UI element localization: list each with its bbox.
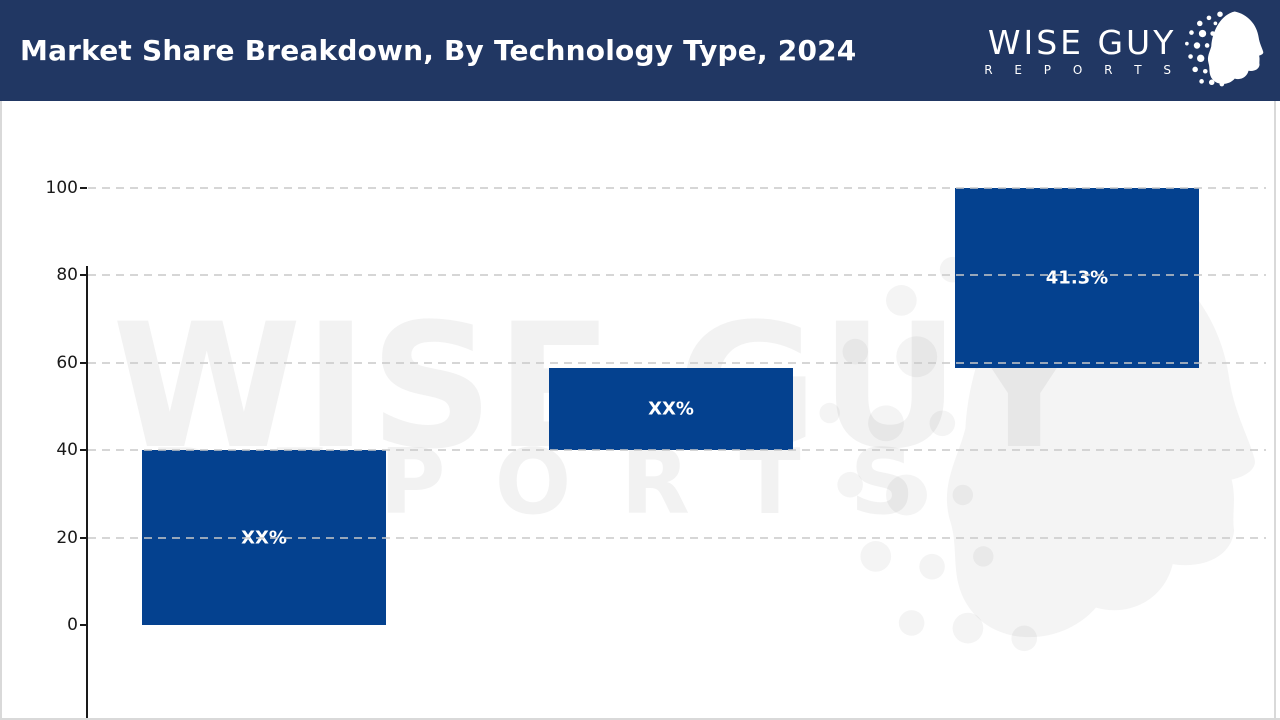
y-tick-label: 20 <box>56 527 78 548</box>
chart-title: Market Share Breakdown, By Technology Ty… <box>20 34 857 67</box>
figure-border-left <box>0 101 2 720</box>
y-tick-label: 0 <box>67 615 78 635</box>
brand-subtitle: R E P O R T S <box>984 62 1180 77</box>
gridline <box>88 187 1266 189</box>
y-tick-mark <box>80 624 87 626</box>
bar-value-label: XX% <box>648 398 694 420</box>
y-axis-line <box>86 266 88 720</box>
bar-value-label: 41.3% <box>1045 267 1109 289</box>
figure-border-bottom <box>0 718 1280 720</box>
brand-logo-text: WISE GUY R E P O R T S <box>984 23 1180 77</box>
y-tick-label: 40 <box>56 440 78 461</box>
bar-segment: 41.3% <box>955 188 1199 369</box>
y-tick-label: 60 <box>56 352 78 373</box>
gridline <box>88 536 1266 539</box>
gridline <box>88 274 1266 277</box>
bar-segment: XX% <box>549 368 793 451</box>
brand-logo: WISE GUY R E P O R T S <box>984 5 1266 97</box>
gridline <box>88 449 1266 452</box>
dotted-head-icon <box>1185 11 1264 87</box>
y-tick-mark <box>80 361 87 364</box>
y-tick-mark <box>80 274 87 277</box>
y-tick-label: 80 <box>56 265 78 286</box>
y-tick-mark <box>80 449 87 452</box>
y-tick-mark <box>80 536 87 539</box>
y-tick-mark <box>80 187 87 189</box>
gridline <box>88 361 1266 364</box>
figure-border-right <box>1274 101 1276 720</box>
header-bar: Market Share Breakdown, By Technology Ty… <box>0 0 1280 101</box>
brand-name: WISE GUY <box>987 23 1177 63</box>
y-tick-label: 100 <box>45 178 78 198</box>
